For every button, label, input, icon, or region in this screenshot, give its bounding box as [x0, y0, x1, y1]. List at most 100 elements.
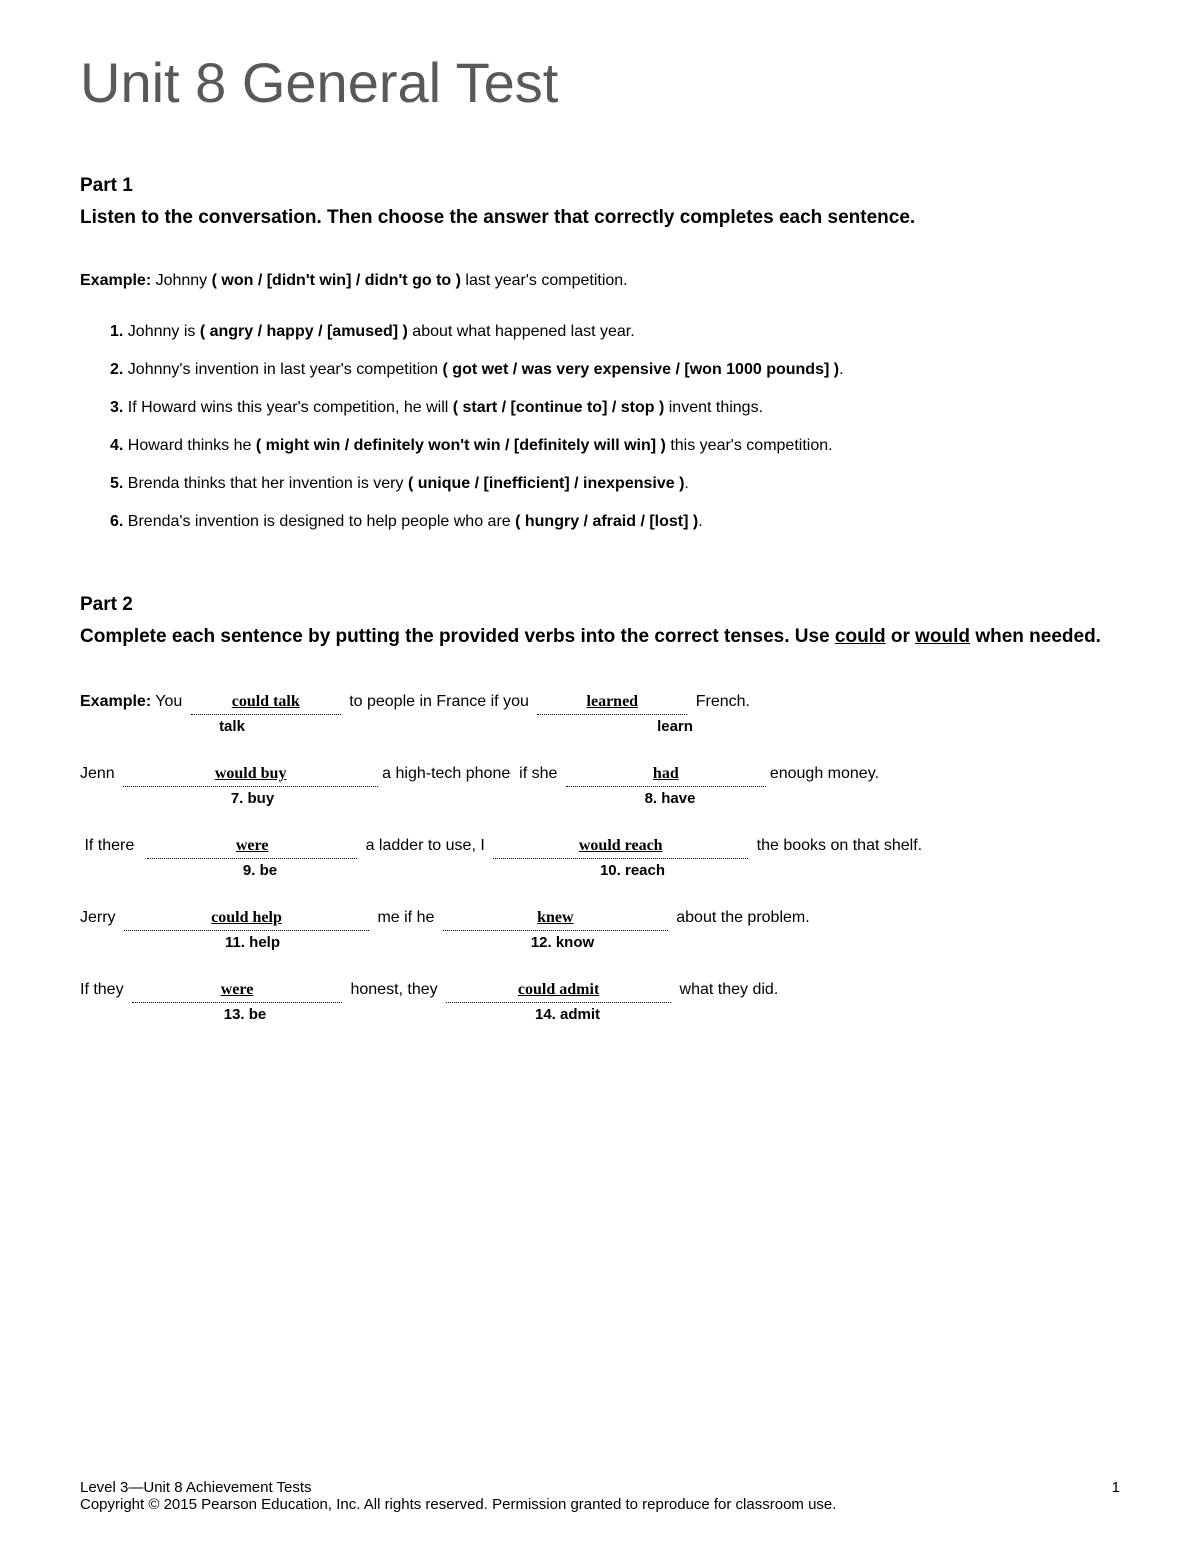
question-item: 1. Johnny is ( angry / happy / [amused] … [110, 320, 1120, 344]
example-post: last year's competition. [461, 272, 628, 289]
q-num: 4. [110, 437, 123, 454]
fill-row: Jerry could help me if he knew about the… [80, 906, 1120, 931]
hint-row: 13. be14. admit [80, 1004, 1120, 1022]
question-item: 2. Johnny's invention in last year's com… [110, 358, 1120, 382]
q-pre: Howard thinks he [123, 437, 256, 454]
q-pre: Johnny is [123, 323, 199, 340]
blank-hint: 14. admit [455, 1004, 680, 1027]
example-choices: ( won / [didn't win] / didn't go to ) [212, 272, 461, 289]
fill-text: a ladder to use, I [361, 834, 489, 858]
q-num: 5. [110, 475, 123, 492]
part2-items: Example: You could talk to people in Fra… [80, 690, 1120, 1022]
fill-row: Jenn would buya high-tech phone if she h… [80, 762, 1120, 787]
blank-hint: 8. have [570, 788, 770, 811]
fill-text: enough money. [770, 762, 879, 786]
q-num: 2. [110, 361, 123, 378]
part1-section: Part 1 Listen to the conversation. Then … [80, 175, 1120, 534]
fill-text: a high-tech phone if she [382, 762, 562, 786]
fill-text: to people in France if you [345, 690, 534, 714]
q-choices: ( start / [continue to] / stop ) [453, 399, 665, 416]
q-choices: ( got wet / was very expensive / [won 10… [443, 361, 840, 378]
fill-blank[interactable]: knew [443, 906, 668, 931]
fill-item: If there were a ladder to use, I would r… [80, 834, 1120, 878]
hint-row: 7. buy8. have [80, 788, 1120, 806]
fill-text: If there [80, 834, 143, 858]
q-choices: ( hungry / afraid / [lost] ) [515, 513, 698, 530]
fill-text: the books on that shelf. [752, 834, 922, 858]
question-item: 4. Howard thinks he ( might win / defini… [110, 434, 1120, 458]
page-footer: Level 3—Unit 8 Achievement Tests 1 Copyr… [80, 1479, 1120, 1513]
fill-text: Jerry [80, 906, 120, 930]
part2-heading: Part 2 [80, 594, 1120, 616]
fill-blank[interactable]: could admit [446, 978, 671, 1003]
q-post: invent things. [664, 399, 763, 416]
blank-hint: 12. know [450, 932, 675, 955]
example-label: Example: [80, 272, 151, 289]
q-post: . [698, 513, 702, 530]
part1-question-list: 1. Johnny is ( angry / happy / [amused] … [110, 320, 1120, 534]
q-post: about what happened last year. [408, 323, 635, 340]
fill-blank[interactable]: would buy [123, 762, 378, 787]
fill-text: me if he [373, 906, 439, 930]
part2-section: Part 2 Complete each sentence by putting… [80, 594, 1120, 1023]
fill-text: If they [80, 978, 128, 1002]
fill-blank[interactable]: could talk [191, 690, 341, 715]
hint-row: 11. help12. know [80, 932, 1120, 950]
fill-blank[interactable]: could help [124, 906, 369, 931]
fill-text: Jenn [80, 762, 119, 786]
fill-blank[interactable]: would reach [493, 834, 748, 859]
fill-text: what they did. [675, 978, 778, 1002]
q-choices: ( angry / happy / [amused] ) [200, 323, 408, 340]
blank-hint: talk [157, 716, 307, 739]
fill-blank[interactable]: were [147, 834, 357, 859]
instr-could: could [835, 626, 886, 647]
part2-instructions: Complete each sentence by putting the pr… [80, 624, 1120, 651]
q-post: . [839, 361, 843, 378]
q-num: 1. [110, 323, 123, 340]
blank-hint: learn [600, 716, 750, 739]
document-title: Unit 8 General Test [80, 50, 1120, 115]
blank-hint: 13. be [140, 1004, 350, 1027]
q-choices: ( might win / definitely won't win / [de… [256, 437, 666, 454]
fill-blank[interactable]: learned [537, 690, 687, 715]
q-pre: Brenda's invention is designed to help p… [123, 513, 515, 530]
page: Unit 8 General Test Part 1 Listen to the… [0, 0, 1200, 1553]
fill-blank[interactable]: had [566, 762, 766, 787]
question-item: 5. Brenda thinks that her invention is v… [110, 472, 1120, 496]
fill-blank[interactable]: were [132, 978, 342, 1003]
instr-would: would [915, 626, 970, 647]
instr-post: when needed. [970, 626, 1101, 647]
instr-pre: Complete each sentence by putting the pr… [80, 626, 835, 647]
hint-row: 9. be10. reach [80, 860, 1120, 878]
footer-left: Level 3—Unit 8 Achievement Tests [80, 1479, 312, 1496]
blank-hint: 7. buy [125, 788, 380, 811]
q-pre: Brenda thinks that her invention is very [123, 475, 408, 492]
fill-text: honest, they [346, 978, 442, 1002]
fill-text: French. [691, 690, 750, 714]
blank-hint: 9. be [155, 860, 365, 883]
blank-hint: 10. reach [505, 860, 760, 883]
part1-instructions: Listen to the conversation. Then choose … [80, 205, 1120, 232]
part1-heading: Part 1 [80, 175, 1120, 197]
blank-hint: 11. help [130, 932, 375, 955]
q-choices: ( unique / [inefficient] / inexpensive ) [408, 475, 684, 492]
hint-row: talklearn [80, 716, 1120, 734]
fill-item: Jerry could help me if he knew about the… [80, 906, 1120, 950]
fill-item: Jenn would buya high-tech phone if she h… [80, 762, 1120, 806]
fill-item: Example: You could talk to people in Fra… [80, 690, 1120, 734]
instr-mid: or [886, 626, 916, 647]
fill-text: You [151, 690, 187, 714]
fill-text: about the problem. [672, 906, 810, 930]
q-num: 3. [110, 399, 123, 416]
q-num: 6. [110, 513, 123, 530]
question-item: 6. Brenda's invention is designed to hel… [110, 510, 1120, 534]
q-post: . [684, 475, 688, 492]
fill-item: If they were honest, they could admit wh… [80, 978, 1120, 1022]
footer-line1: Level 3—Unit 8 Achievement Tests 1 [80, 1479, 1120, 1496]
fill-row: If they were honest, they could admit wh… [80, 978, 1120, 1003]
fill-row: Example: You could talk to people in Fra… [80, 690, 1120, 715]
q-pre: If Howard wins this year's competition, … [123, 399, 452, 416]
fill-row: If there were a ladder to use, I would r… [80, 834, 1120, 859]
footer-copyright: Copyright © 2015 Pearson Education, Inc.… [80, 1496, 1120, 1513]
q-pre: Johnny's invention in last year's compet… [123, 361, 442, 378]
